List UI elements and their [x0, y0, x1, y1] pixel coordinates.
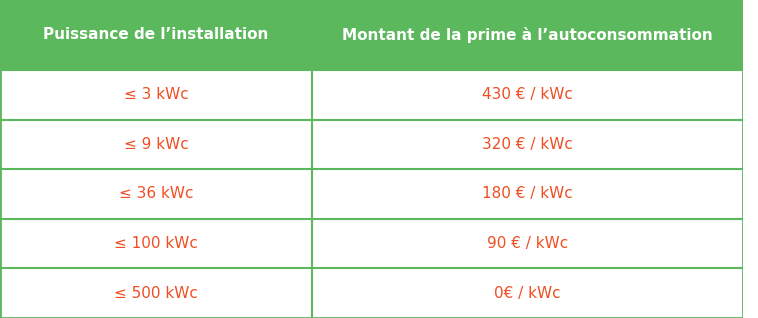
Text: 430 € / kWc: 430 € / kWc — [482, 87, 573, 102]
Text: Puissance de l’installation: Puissance de l’installation — [43, 27, 269, 43]
Text: ≤ 36 kWc: ≤ 36 kWc — [119, 186, 193, 202]
FancyBboxPatch shape — [0, 70, 743, 120]
Text: ≤ 3 kWc: ≤ 3 kWc — [124, 87, 189, 102]
FancyBboxPatch shape — [0, 120, 743, 169]
FancyBboxPatch shape — [0, 268, 743, 318]
FancyBboxPatch shape — [0, 0, 743, 70]
Text: Montant de la prime à l’autoconsommation: Montant de la prime à l’autoconsommation — [342, 27, 713, 43]
Text: ≤ 100 kWc: ≤ 100 kWc — [114, 236, 198, 251]
FancyBboxPatch shape — [0, 219, 743, 268]
Text: 180 € / kWc: 180 € / kWc — [482, 186, 573, 202]
Text: 320 € / kWc: 320 € / kWc — [482, 137, 573, 152]
Text: 90 € / kWc: 90 € / kWc — [487, 236, 568, 251]
FancyBboxPatch shape — [0, 169, 743, 219]
Text: ≤ 9 kWc: ≤ 9 kWc — [124, 137, 189, 152]
Text: ≤ 500 kWc: ≤ 500 kWc — [114, 286, 198, 301]
Text: 0€ / kWc: 0€ / kWc — [494, 286, 561, 301]
